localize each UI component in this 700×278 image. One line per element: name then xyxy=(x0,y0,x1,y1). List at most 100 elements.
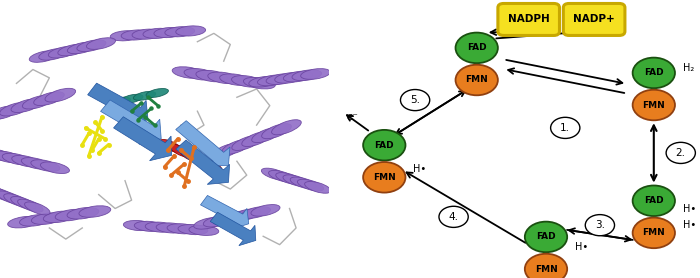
Ellipse shape xyxy=(232,76,263,87)
Text: FAD: FAD xyxy=(467,43,486,52)
Ellipse shape xyxy=(132,29,162,39)
Ellipse shape xyxy=(196,70,228,82)
Text: FAD: FAD xyxy=(644,68,664,77)
Ellipse shape xyxy=(11,99,41,113)
Ellipse shape xyxy=(241,131,272,147)
Ellipse shape xyxy=(290,177,316,189)
Ellipse shape xyxy=(22,95,53,109)
Ellipse shape xyxy=(123,220,153,231)
Ellipse shape xyxy=(29,51,58,62)
FancyArrow shape xyxy=(200,195,248,229)
Ellipse shape xyxy=(304,182,331,193)
Circle shape xyxy=(585,215,615,236)
Ellipse shape xyxy=(252,128,281,143)
Ellipse shape xyxy=(31,160,60,171)
Ellipse shape xyxy=(160,140,182,152)
Ellipse shape xyxy=(43,211,75,223)
Ellipse shape xyxy=(169,144,192,157)
Ellipse shape xyxy=(301,69,330,79)
Ellipse shape xyxy=(220,74,251,85)
Ellipse shape xyxy=(0,188,15,201)
Ellipse shape xyxy=(232,209,261,220)
Circle shape xyxy=(456,65,498,95)
Circle shape xyxy=(525,254,567,278)
Text: 2.: 2. xyxy=(676,148,686,158)
Circle shape xyxy=(400,90,430,111)
Circle shape xyxy=(633,90,675,120)
Ellipse shape xyxy=(0,102,30,116)
Circle shape xyxy=(551,117,580,138)
Circle shape xyxy=(633,58,675,88)
Ellipse shape xyxy=(180,149,202,162)
Ellipse shape xyxy=(208,72,239,84)
FancyArrow shape xyxy=(101,100,161,144)
Ellipse shape xyxy=(178,225,208,235)
Ellipse shape xyxy=(266,74,295,85)
Text: NADP+: NADP+ xyxy=(573,14,615,24)
Ellipse shape xyxy=(67,207,99,219)
Ellipse shape xyxy=(244,77,275,89)
Ellipse shape xyxy=(0,191,22,204)
Ellipse shape xyxy=(172,67,204,78)
Text: H•: H• xyxy=(682,204,696,214)
Circle shape xyxy=(666,142,695,163)
Ellipse shape xyxy=(212,143,241,158)
Text: FMN: FMN xyxy=(466,76,488,85)
Ellipse shape xyxy=(194,217,223,229)
Ellipse shape xyxy=(38,49,68,60)
Ellipse shape xyxy=(4,194,29,207)
Text: FMN: FMN xyxy=(643,229,665,237)
Text: 4.: 4. xyxy=(449,212,458,222)
Ellipse shape xyxy=(283,175,309,187)
Ellipse shape xyxy=(77,40,106,51)
Ellipse shape xyxy=(199,159,222,172)
Circle shape xyxy=(525,222,567,252)
Text: H•: H• xyxy=(682,220,696,230)
Text: 5.: 5. xyxy=(410,95,420,105)
Circle shape xyxy=(439,206,468,227)
Ellipse shape xyxy=(55,209,87,221)
Ellipse shape xyxy=(21,158,50,169)
Ellipse shape xyxy=(154,28,184,38)
Text: NADPH: NADPH xyxy=(508,14,550,24)
Ellipse shape xyxy=(146,88,169,98)
Ellipse shape xyxy=(262,124,291,139)
Ellipse shape xyxy=(12,155,41,167)
Ellipse shape xyxy=(272,120,301,135)
Text: FMN: FMN xyxy=(373,173,395,182)
FancyArrow shape xyxy=(88,83,148,126)
Ellipse shape xyxy=(0,106,19,120)
Ellipse shape xyxy=(121,30,151,40)
Ellipse shape xyxy=(134,221,164,231)
Text: H•: H• xyxy=(413,164,426,174)
Ellipse shape xyxy=(203,215,232,227)
Ellipse shape xyxy=(248,76,279,87)
Ellipse shape xyxy=(241,207,270,218)
Ellipse shape xyxy=(0,109,8,123)
Ellipse shape xyxy=(223,211,251,223)
Ellipse shape xyxy=(190,154,212,167)
Ellipse shape xyxy=(18,199,43,212)
Ellipse shape xyxy=(176,26,206,36)
Ellipse shape xyxy=(32,213,63,224)
Ellipse shape xyxy=(8,216,39,228)
Ellipse shape xyxy=(25,202,50,215)
FancyBboxPatch shape xyxy=(498,3,559,35)
Text: H₂: H₂ xyxy=(682,63,694,73)
Ellipse shape xyxy=(34,92,64,106)
Ellipse shape xyxy=(284,71,313,82)
FancyArrow shape xyxy=(113,117,172,161)
FancyArrow shape xyxy=(176,121,230,167)
Ellipse shape xyxy=(298,179,323,191)
Ellipse shape xyxy=(167,224,197,234)
Ellipse shape xyxy=(184,68,216,80)
Circle shape xyxy=(456,33,498,63)
Ellipse shape xyxy=(251,205,280,216)
Ellipse shape xyxy=(261,168,288,180)
Ellipse shape xyxy=(67,42,97,54)
Text: FMN: FMN xyxy=(643,101,665,110)
Text: H•: H• xyxy=(575,242,588,252)
Circle shape xyxy=(363,130,405,160)
Circle shape xyxy=(633,185,675,216)
Ellipse shape xyxy=(58,44,87,56)
